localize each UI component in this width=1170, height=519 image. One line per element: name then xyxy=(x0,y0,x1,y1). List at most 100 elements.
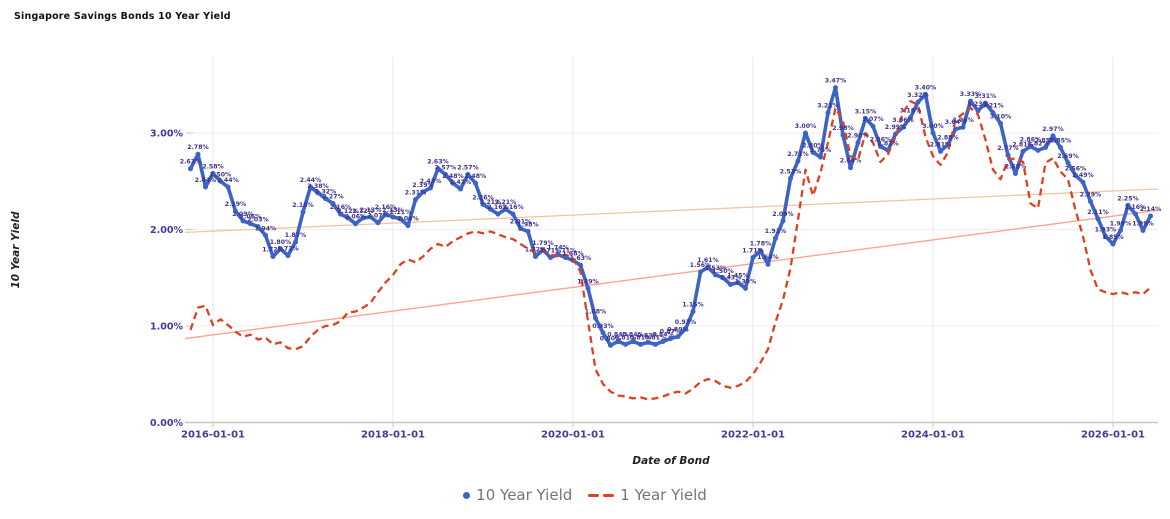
data-point-10-year-yield[interactable] xyxy=(1148,213,1153,219)
data-point-10-year-yield[interactable] xyxy=(735,280,741,286)
data-point-10-year-yield[interactable] xyxy=(848,165,853,171)
data-point-10-year-yield[interactable] xyxy=(983,100,988,106)
data-point-10-year-yield[interactable] xyxy=(638,341,643,347)
data-point-10-year-yield[interactable] xyxy=(428,185,433,191)
data-point-10-year-yield[interactable] xyxy=(203,184,208,190)
data-point-10-year-yield[interactable] xyxy=(300,209,306,215)
data-point-10-year-yield[interactable] xyxy=(1065,160,1071,166)
data-point-10-year-yield[interactable] xyxy=(435,166,441,172)
data-point-10-year-yield[interactable] xyxy=(488,206,493,212)
data-point-10-year-yield[interactable] xyxy=(930,130,936,136)
data-point-10-year-yield[interactable] xyxy=(518,226,523,232)
data-point-10-year-yield[interactable] xyxy=(758,248,763,254)
data-point-10-year-yield[interactable] xyxy=(578,262,583,268)
data-point-10-year-yield[interactable] xyxy=(630,338,636,344)
data-point-10-year-yield[interactable] xyxy=(773,235,778,241)
data-point-10-year-yield[interactable] xyxy=(1118,227,1123,233)
data-point-10-year-yield[interactable] xyxy=(210,171,216,177)
data-point-10-year-yield[interactable] xyxy=(840,132,846,138)
data-point-10-year-yield[interactable] xyxy=(360,215,366,221)
data-point-10-year-yield[interactable] xyxy=(660,338,666,344)
data-point-10-year-yield[interactable] xyxy=(960,124,966,130)
data-point-10-year-yield[interactable] xyxy=(998,120,1003,126)
data-point-10-year-yield[interactable] xyxy=(1133,211,1138,217)
data-point-10-year-yield[interactable] xyxy=(1103,233,1108,239)
data-point-10-year-yield[interactable] xyxy=(615,338,621,344)
data-point-10-year-yield[interactable] xyxy=(623,341,628,347)
data-point-10-year-yield[interactable] xyxy=(855,140,861,146)
data-point-10-year-yield[interactable] xyxy=(593,315,598,321)
data-point-10-year-yield[interactable] xyxy=(675,334,681,340)
data-point-10-year-yield[interactable] xyxy=(233,208,238,214)
data-point-10-year-yield[interactable] xyxy=(353,221,358,227)
data-point-10-year-yield[interactable] xyxy=(375,220,381,226)
data-point-10-year-yield[interactable] xyxy=(953,126,958,132)
data-point-10-year-yield[interactable] xyxy=(1080,179,1086,185)
data-point-10-year-yield[interactable] xyxy=(1013,171,1018,177)
data-point-10-year-yield[interactable] xyxy=(750,254,756,260)
data-point-10-year-yield[interactable] xyxy=(878,144,883,150)
data-point-10-year-yield[interactable] xyxy=(225,184,231,190)
data-point-10-year-yield[interactable] xyxy=(525,228,531,234)
data-point-10-year-yield[interactable] xyxy=(255,224,261,230)
data-point-10-year-yield[interactable] xyxy=(308,184,313,190)
data-point-10-year-yield[interactable] xyxy=(345,215,351,221)
data-point-10-year-yield[interactable] xyxy=(495,211,501,217)
data-point-10-year-yield[interactable] xyxy=(900,124,906,130)
data-point-10-year-yield[interactable] xyxy=(1050,133,1056,139)
data-point-10-year-yield[interactable] xyxy=(263,232,268,238)
data-point-10-year-yield[interactable] xyxy=(818,154,823,160)
data-point-10-year-yield[interactable] xyxy=(780,218,786,224)
data-point-10-year-yield[interactable] xyxy=(1073,172,1078,178)
data-point-10-year-yield[interactable] xyxy=(825,110,831,116)
data-point-10-year-yield[interactable] xyxy=(1020,148,1026,154)
data-point-10-year-yield[interactable] xyxy=(728,282,733,288)
data-point-10-year-yield[interactable] xyxy=(390,214,396,220)
data-point-10-year-yield[interactable] xyxy=(1125,202,1131,208)
data-point-10-year-yield[interactable] xyxy=(188,166,193,172)
data-point-10-year-yield[interactable] xyxy=(810,149,816,155)
data-point-10-year-yield[interactable] xyxy=(1110,241,1116,247)
data-point-10-year-yield[interactable] xyxy=(938,148,943,154)
data-point-10-year-yield[interactable] xyxy=(833,85,838,91)
data-point-10-year-yield[interactable] xyxy=(420,189,426,195)
data-point-10-year-yield[interactable] xyxy=(653,341,658,347)
data-point-10-year-yield[interactable] xyxy=(803,130,808,136)
data-point-10-year-yield[interactable] xyxy=(248,221,253,227)
data-point-10-year-yield[interactable] xyxy=(443,171,448,177)
data-point-10-year-yield[interactable] xyxy=(720,275,726,281)
data-point-10-year-yield[interactable] xyxy=(510,211,516,217)
data-point-10-year-yield[interactable] xyxy=(1088,199,1093,205)
data-point-10-year-yield[interactable] xyxy=(323,196,328,202)
data-point-10-year-yield[interactable] xyxy=(338,211,343,217)
data-point-10-year-yield[interactable] xyxy=(533,254,538,260)
data-point-10-year-yield[interactable] xyxy=(1035,147,1041,153)
data-point-10-year-yield[interactable] xyxy=(743,285,748,291)
data-point-10-year-yield[interactable] xyxy=(990,110,996,116)
data-point-10-year-yield[interactable] xyxy=(908,115,913,121)
data-point-10-year-yield[interactable] xyxy=(600,330,606,336)
data-point-10-year-yield[interactable] xyxy=(278,246,283,252)
data-point-10-year-yield[interactable] xyxy=(195,151,201,157)
data-point-10-year-yield[interactable] xyxy=(465,171,471,177)
data-point-10-year-yield[interactable] xyxy=(413,197,418,203)
data-point-10-year-yield[interactable] xyxy=(503,206,508,212)
data-point-10-year-yield[interactable] xyxy=(863,116,868,122)
data-point-10-year-yield[interactable] xyxy=(405,223,411,229)
data-point-10-year-yield[interactable] xyxy=(683,326,688,332)
data-point-10-year-yield[interactable] xyxy=(668,336,673,342)
data-point-10-year-yield[interactable] xyxy=(788,175,793,181)
data-point-10-year-yield[interactable] xyxy=(473,180,478,186)
data-point-10-year-yield[interactable] xyxy=(915,99,921,105)
data-point-10-year-yield[interactable] xyxy=(330,200,336,206)
data-point-10-year-yield[interactable] xyxy=(923,91,928,97)
data-point-10-year-yield[interactable] xyxy=(285,253,291,259)
data-point-10-year-yield[interactable] xyxy=(968,98,973,104)
data-point-10-year-yield[interactable] xyxy=(548,254,553,260)
data-point-10-year-yield[interactable] xyxy=(645,339,651,345)
data-point-10-year-yield[interactable] xyxy=(765,261,771,267)
data-point-10-year-yield[interactable] xyxy=(315,190,321,196)
data-point-10-year-yield[interactable] xyxy=(480,201,486,207)
data-point-10-year-yield[interactable] xyxy=(450,180,456,186)
data-point-10-year-yield[interactable] xyxy=(1005,152,1011,158)
